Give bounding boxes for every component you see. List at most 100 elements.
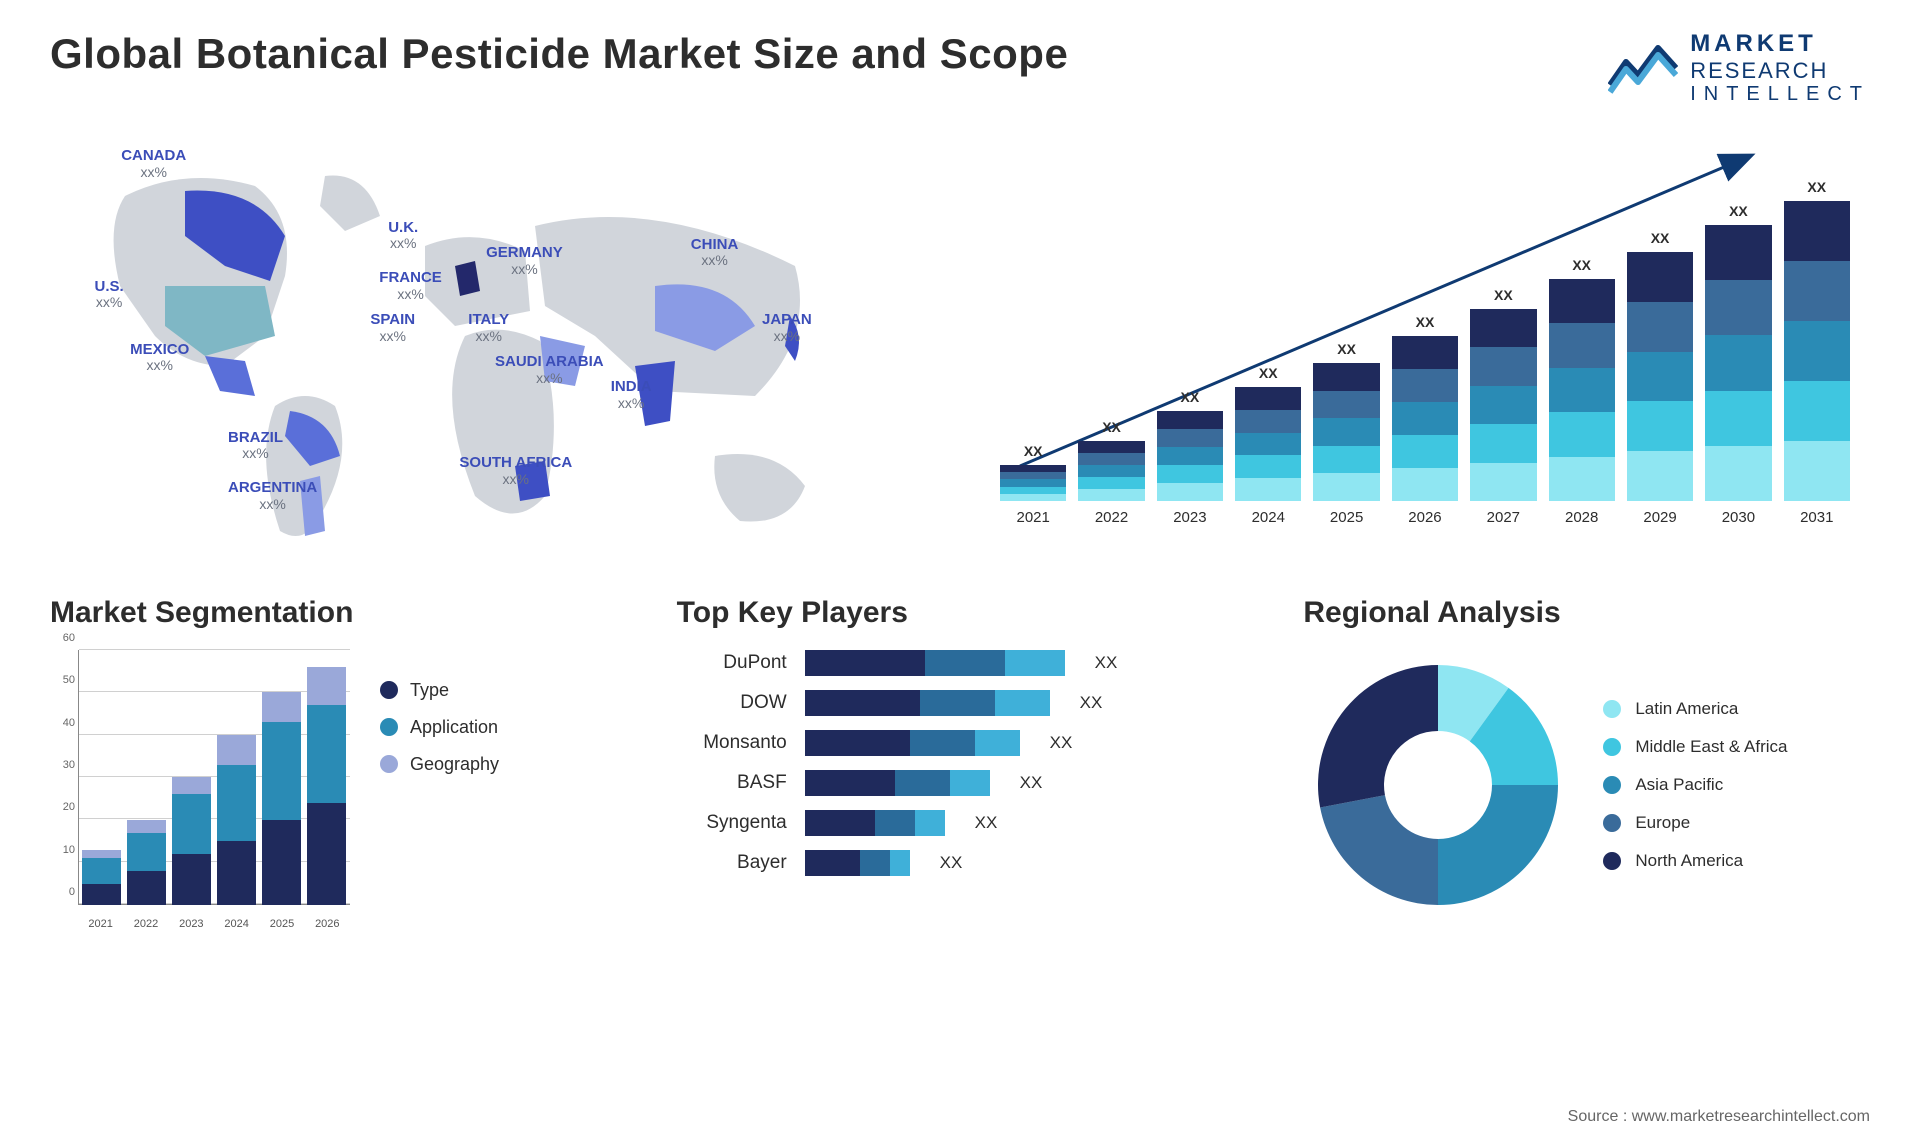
seg-x-label: 2026 xyxy=(305,918,350,930)
regional-legend-item: Asia Pacific xyxy=(1603,775,1787,795)
kp-name: DuPont xyxy=(677,652,787,674)
growth-bar-2030: XX2030 xyxy=(1705,203,1771,526)
growth-bar-label: XX xyxy=(1259,365,1278,381)
growth-segment xyxy=(1549,457,1615,501)
legend-label: Middle East & Africa xyxy=(1635,737,1787,757)
kp-row-dow: DOWXX xyxy=(677,690,1244,716)
legend-swatch xyxy=(380,718,398,736)
seg-bar-2024 xyxy=(217,735,256,905)
map-label-germany: GERMANYxx% xyxy=(486,245,563,278)
growth-bar-2026: XX2026 xyxy=(1392,314,1458,526)
growth-chart-panel: XX2021XX2022XX2023XX2024XX2025XX2026XX20… xyxy=(980,136,1870,556)
growth-bar-2029: XX2029 xyxy=(1627,230,1693,526)
kp-segment xyxy=(860,850,890,876)
kp-bar xyxy=(805,650,1065,676)
growth-bar-2025: XX2025 xyxy=(1313,341,1379,526)
growth-segment xyxy=(1000,487,1066,494)
map-label-italy: ITALYxx% xyxy=(468,312,509,345)
seg-segment xyxy=(172,854,211,905)
donut-slice-north-america xyxy=(1318,665,1438,807)
kp-bar xyxy=(805,850,910,876)
growth-segment xyxy=(1627,252,1693,302)
kp-row-monsanto: MonsantoXX xyxy=(677,730,1244,756)
seg-segment xyxy=(127,871,166,905)
seg-legend-item: Type xyxy=(380,680,499,701)
kp-value: XX xyxy=(1020,773,1043,793)
growth-segment xyxy=(1705,446,1771,501)
seg-ytick: 60 xyxy=(51,632,75,644)
legend-label: Europe xyxy=(1635,813,1690,833)
seg-x-label: 2025 xyxy=(259,918,304,930)
growth-segment xyxy=(1470,424,1536,462)
growth-segment xyxy=(1313,363,1379,391)
growth-segment xyxy=(1000,465,1066,472)
legend-swatch xyxy=(380,681,398,699)
logo-line-2: RESEARCH xyxy=(1690,58,1870,83)
growth-segment xyxy=(1157,411,1223,429)
seg-segment xyxy=(127,833,166,871)
kp-name: DOW xyxy=(677,692,787,714)
growth-segment xyxy=(1392,369,1458,402)
logo-line-3: INTELLECT xyxy=(1690,83,1870,106)
growth-segment xyxy=(1705,280,1771,335)
growth-segment xyxy=(1078,441,1144,453)
growth-segment xyxy=(1078,465,1144,477)
logo-icon xyxy=(1608,40,1678,95)
seg-ytick: 50 xyxy=(51,674,75,686)
seg-segment xyxy=(217,735,256,765)
regional-legend-item: Europe xyxy=(1603,813,1787,833)
kp-segment xyxy=(895,770,950,796)
growth-x-label: 2030 xyxy=(1722,509,1755,526)
growth-segment xyxy=(1157,447,1223,465)
growth-bar-label: XX xyxy=(1337,341,1356,357)
seg-segment xyxy=(217,765,256,842)
kp-name: BASF xyxy=(677,772,787,794)
growth-segment xyxy=(1470,386,1536,424)
kp-segment xyxy=(805,650,925,676)
growth-segment xyxy=(1078,489,1144,501)
seg-segment xyxy=(127,820,166,833)
regional-legend-item: Middle East & Africa xyxy=(1603,737,1787,757)
seg-x-label: 2022 xyxy=(123,918,168,930)
growth-segment xyxy=(1313,418,1379,446)
seg-segment xyxy=(172,777,211,794)
growth-bar-2027: XX2027 xyxy=(1470,287,1536,526)
seg-segment xyxy=(307,705,346,803)
kp-bar xyxy=(805,810,945,836)
legend-label: Application xyxy=(410,717,498,738)
seg-segment xyxy=(262,722,301,820)
growth-bar-label: XX xyxy=(1102,419,1121,435)
kp-segment xyxy=(875,810,915,836)
legend-label: Latin America xyxy=(1635,699,1738,719)
seg-ytick: 20 xyxy=(51,801,75,813)
seg-segment xyxy=(82,858,121,884)
growth-segment xyxy=(1784,261,1850,321)
seg-ytick: 0 xyxy=(51,886,75,898)
growth-segment xyxy=(1784,321,1850,381)
segmentation-title: Market Segmentation xyxy=(50,596,617,630)
segmentation-panel: Market Segmentation 0102030405060 202120… xyxy=(50,596,617,930)
key-players-chart: DuPontXXDOWXXMonsantoXXBASFXXSyngentaXXB… xyxy=(677,650,1244,876)
legend-label: Type xyxy=(410,680,449,701)
growth-segment xyxy=(1470,347,1536,385)
seg-bar-2021 xyxy=(82,850,121,905)
growth-segment xyxy=(1392,402,1458,435)
legend-swatch xyxy=(1603,776,1621,794)
seg-legend-item: Geography xyxy=(380,754,499,775)
kp-name: Monsanto xyxy=(677,732,787,754)
growth-segment xyxy=(1549,412,1615,456)
growth-segment xyxy=(1549,323,1615,367)
key-players-title: Top Key Players xyxy=(677,596,1244,630)
kp-segment xyxy=(975,730,1020,756)
growth-segment xyxy=(1392,468,1458,501)
regional-legend-item: Latin America xyxy=(1603,699,1787,719)
growth-x-label: 2027 xyxy=(1487,509,1520,526)
kp-name: Bayer xyxy=(677,852,787,874)
growth-segment xyxy=(1000,472,1066,479)
kp-row-syngenta: SyngentaXX xyxy=(677,810,1244,836)
growth-bar-label: XX xyxy=(1416,314,1435,330)
growth-segment xyxy=(1313,391,1379,419)
growth-x-label: 2028 xyxy=(1565,509,1598,526)
seg-ytick: 30 xyxy=(51,759,75,771)
segmentation-chart: 0102030405060 202120222023202420252026 xyxy=(50,650,350,930)
